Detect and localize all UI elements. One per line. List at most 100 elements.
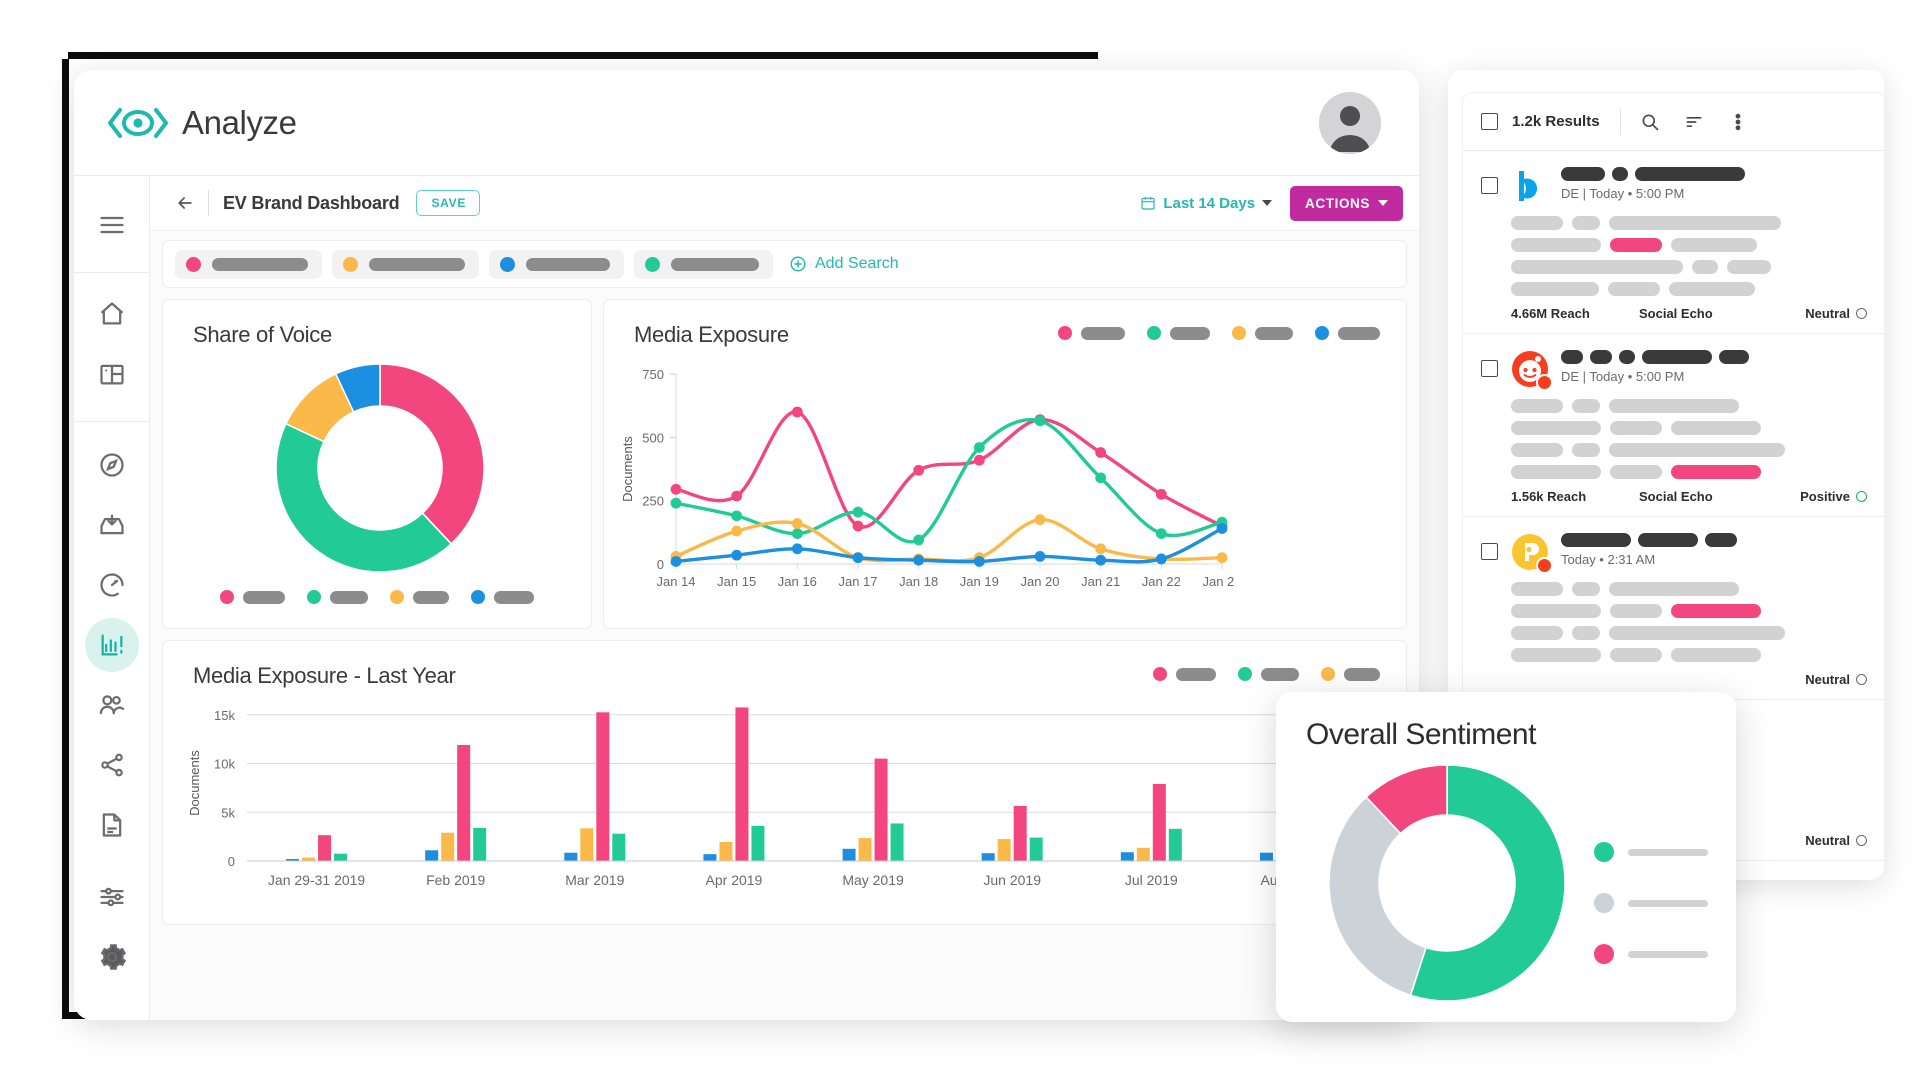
result-select-checkbox[interactable] <box>1481 360 1498 377</box>
overall-sentiment-legend-item[interactable] <box>1594 842 1708 862</box>
bar-Jan-29-31-2019-series-c[interactable] <box>318 835 332 861</box>
bar-Jun-2019-series-a[interactable] <box>981 853 995 861</box>
bar-Jun-2019-series-b[interactable] <box>997 839 1011 861</box>
bar-Jul-2019-series-a[interactable] <box>1120 852 1134 861</box>
sidebar-item-settings[interactable] <box>85 930 139 984</box>
line-data-point[interactable] <box>731 510 743 522</box>
line-data-point[interactable] <box>973 454 985 466</box>
sidebar-item-reports[interactable] <box>85 798 139 852</box>
search-chip-1[interactable] <box>175 249 322 279</box>
bar-Apr-2019-series-b[interactable] <box>719 841 733 861</box>
media-exposure-last-year-legend-item[interactable] <box>1238 667 1299 681</box>
sidebar-item-inbox[interactable] <box>85 498 139 552</box>
line-data-point[interactable] <box>1155 553 1167 565</box>
media-exposure-legend-item[interactable] <box>1058 326 1125 340</box>
add-search-button[interactable]: Add Search <box>789 255 899 273</box>
bar-Mar-2019-series-b[interactable] <box>580 828 594 861</box>
share-of-voice-legend-item[interactable] <box>471 590 534 604</box>
donut-slice-Brand A[interactable] <box>379 363 485 545</box>
line-data-point[interactable] <box>670 556 682 567</box>
bar-Jul-2019-series-d[interactable] <box>1168 828 1182 861</box>
bar-Feb-2019-series-b[interactable] <box>441 832 455 861</box>
line-data-point[interactable] <box>791 543 803 555</box>
line-data-point[interactable] <box>973 556 985 567</box>
line-data-point[interactable] <box>731 490 743 502</box>
back-button[interactable] <box>168 186 202 220</box>
line-data-point[interactable] <box>852 552 864 564</box>
bar-Mar-2019-series-d[interactable] <box>612 833 626 861</box>
bar-Jun-2019-series-c[interactable] <box>1013 805 1027 861</box>
select-all-checkbox[interactable] <box>1481 113 1498 130</box>
bar-May-2019-series-c[interactable] <box>874 758 888 861</box>
results-more-button[interactable] <box>1723 107 1753 137</box>
bar-Jul-2019-series-c[interactable] <box>1152 783 1166 861</box>
line-data-point[interactable] <box>1095 543 1107 555</box>
actions-button[interactable]: ACTIONS <box>1290 185 1403 221</box>
line-data-point[interactable] <box>791 528 803 539</box>
bar-May-2019-series-d[interactable] <box>890 823 904 861</box>
bar-Feb-2019-series-d[interactable] <box>473 827 487 861</box>
line-data-point[interactable] <box>1034 514 1046 526</box>
line-data-point[interactable] <box>731 549 743 561</box>
brand-logo[interactable]: Analyze <box>108 104 297 142</box>
donut-slice-Neutral[interactable] <box>1328 795 1427 997</box>
search-chip-2[interactable] <box>332 249 479 279</box>
bar-Feb-2019-series-c[interactable] <box>457 744 471 861</box>
line-data-point[interactable] <box>913 554 925 566</box>
bar-Mar-2019-series-a[interactable] <box>564 852 578 861</box>
overall-sentiment-legend-item[interactable] <box>1594 893 1708 913</box>
line-data-point[interactable] <box>1095 554 1107 566</box>
bar-Jan-29-31-2019-series-d[interactable] <box>334 853 348 861</box>
date-range-picker[interactable]: Last 14 Days <box>1140 195 1273 212</box>
save-button[interactable]: SAVE <box>416 190 481 216</box>
line-data-point[interactable] <box>852 520 864 532</box>
bar-Feb-2019-series-a[interactable] <box>425 850 439 861</box>
bar-Apr-2019-series-a[interactable] <box>703 854 717 861</box>
line-data-point[interactable] <box>670 483 682 495</box>
sidebar-item-share[interactable] <box>85 738 139 792</box>
share-of-voice-legend-item[interactable] <box>390 590 449 604</box>
result-select-checkbox[interactable] <box>1481 543 1498 560</box>
media-exposure-last-year-legend-item[interactable] <box>1153 667 1216 681</box>
donut-slice-Positive[interactable] <box>1409 764 1566 1002</box>
line-data-point[interactable] <box>913 464 925 476</box>
sidebar-item-filters[interactable] <box>85 870 139 924</box>
media-exposure-last-year-legend-item[interactable] <box>1321 667 1380 681</box>
sidebar-item-home[interactable] <box>85 287 139 341</box>
line-data-point[interactable] <box>1095 472 1107 484</box>
results-search-button[interactable] <box>1635 107 1665 137</box>
line-data-point[interactable] <box>731 525 743 537</box>
line-data-point[interactable] <box>973 442 985 453</box>
line-data-point[interactable] <box>791 518 803 529</box>
result-card[interactable]: DE | Today • 5:00 PM 4.66M Reach Social Ec… <box>1463 151 1884 334</box>
avatar[interactable] <box>1319 91 1381 154</box>
media-exposure-legend-item[interactable] <box>1232 326 1293 340</box>
line-data-point[interactable] <box>913 534 925 546</box>
line-data-point[interactable] <box>1216 552 1228 564</box>
line-data-point[interactable] <box>1034 551 1046 562</box>
line-data-point[interactable] <box>1155 528 1167 539</box>
share-of-voice-legend-item[interactable] <box>220 590 285 604</box>
donut-slice-Brand D[interactable] <box>334 363 381 413</box>
line-data-point[interactable] <box>1216 523 1228 534</box>
line-data-point[interactable] <box>791 406 803 418</box>
sidebar-item-analyze[interactable] <box>84 618 139 672</box>
line-data-point[interactable] <box>1095 447 1107 458</box>
bar-Mar-2019-series-c[interactable] <box>596 712 610 861</box>
line-data-point[interactable] <box>1034 415 1046 427</box>
line-data-point[interactable] <box>670 497 682 509</box>
overall-sentiment-legend-item[interactable] <box>1594 944 1708 964</box>
bar-Apr-2019-series-d[interactable] <box>751 825 765 861</box>
results-sort-button[interactable] <box>1679 107 1709 137</box>
sidebar-item-explore[interactable] <box>85 438 139 492</box>
bar-May-2019-series-b[interactable] <box>858 838 872 861</box>
sidebar-item-monitor[interactable] <box>85 558 139 612</box>
search-chip-3[interactable] <box>489 249 624 279</box>
bar-Jul-2019-series-b[interactable] <box>1136 847 1150 861</box>
result-card[interactable]: DE | Today • 5:00 PM 1.56k Reach Social Ec… <box>1463 334 1884 517</box>
bar-Jan-29-31-2019-series-a[interactable] <box>286 859 300 861</box>
share-of-voice-legend-item[interactable] <box>307 590 368 604</box>
line-data-point[interactable] <box>852 506 864 518</box>
bar-Apr-2019-series-c[interactable] <box>735 707 749 861</box>
media-exposure-legend-item[interactable] <box>1315 326 1380 340</box>
